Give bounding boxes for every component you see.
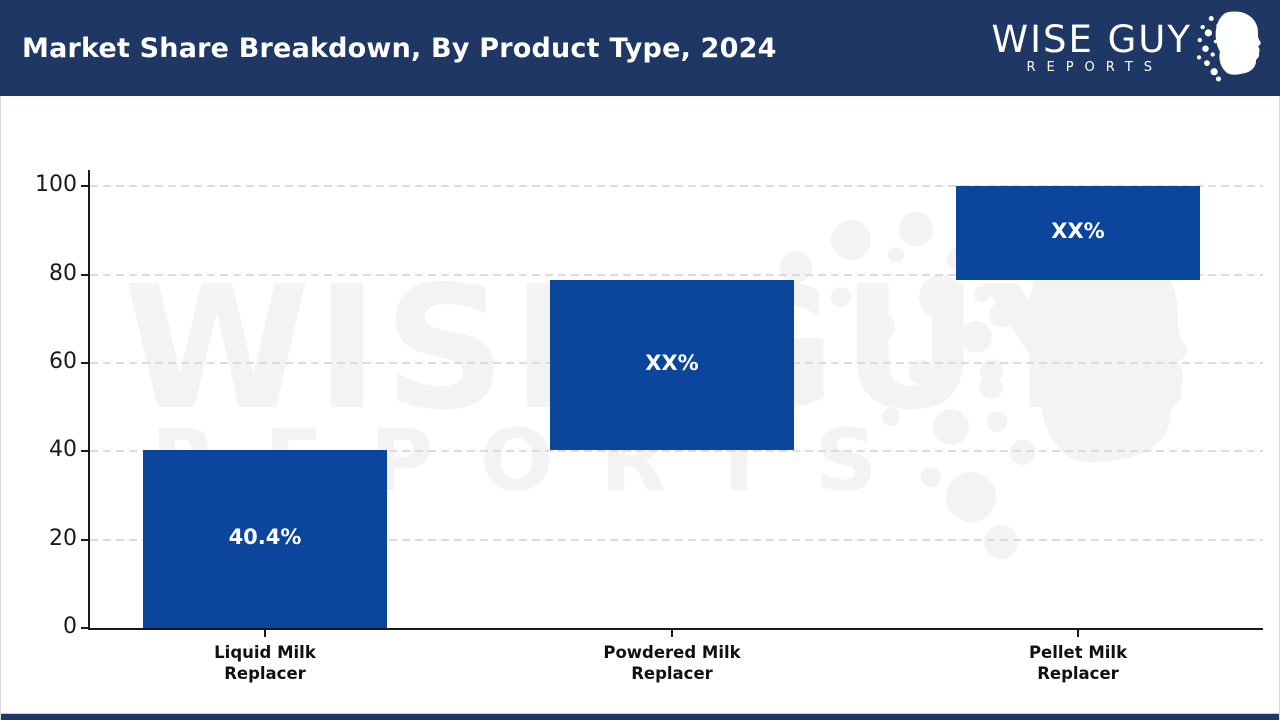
logo-brand-line1: WISE GUY [991,17,1192,61]
bar-segment [550,279,794,450]
chart-canvas: WISE GUY REPORTS 0 20 40 60 80 100 40.4% Liquid… [0,96,1280,720]
wiseguy-face-logo-icon [1196,11,1261,82]
y-axis-tick [81,185,88,188]
x-category-label: Pellet Milk Replacer [1028,643,1128,684]
y-axis-line [88,170,90,629]
bar-value-label: XX% [1051,219,1105,244]
y-axis-tick [81,538,88,541]
header-banner: Market Share Breakdown, By Product Type,… [0,0,1280,96]
grid-line [90,538,1263,541]
x-axis-line [88,628,1263,630]
x-category-label: Powdered Milk Replacer [603,643,741,684]
y-tick-label: 0 [63,614,77,639]
y-tick-label: 20 [49,525,77,551]
y-axis-tick [81,450,88,453]
x-axis-tick [671,630,673,637]
x-axis-tick [1077,630,1079,637]
y-axis-tick [81,361,88,364]
y-tick-label: 60 [49,348,77,374]
grid-line [90,273,1263,276]
x-category-label: Liquid Milk Replacer [214,643,316,684]
bar-segment [956,186,1200,280]
logo-brand-line2: REPORTS [1026,60,1164,76]
y-tick-label: 100 [35,172,77,198]
y-axis-tick [81,627,88,629]
wiseguy-logo: WISE GUY REPORTS [992,8,1280,88]
x-axis-tick [264,630,266,637]
grid-line [90,185,1263,188]
y-tick-label: 40 [49,437,77,463]
footer-brand-bar [1,714,1279,720]
grid-line [90,450,1263,453]
bar-value-label: 40.4% [228,524,302,549]
page-title: Market Share Breakdown, By Product Type,… [22,32,777,64]
wiseguy-logo-text: WISE GUY REPORTS [991,17,1192,76]
bar-segment [143,449,387,628]
y-axis-tick [81,273,88,276]
bar-value-label: XX% [645,350,699,375]
footer-hairline [1,713,1279,714]
y-tick-label: 80 [49,260,77,286]
